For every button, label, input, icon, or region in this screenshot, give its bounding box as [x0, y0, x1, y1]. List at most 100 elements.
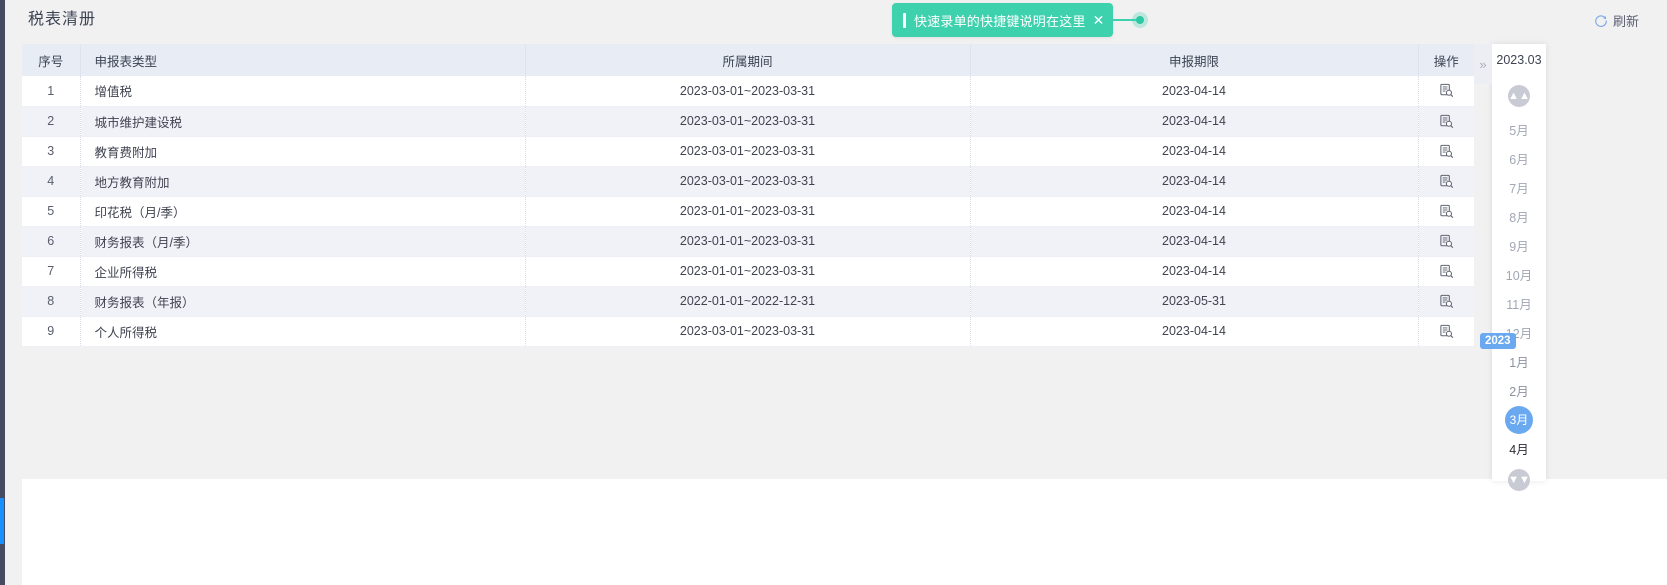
cell-deadline: 2023-05-31 [970, 286, 1419, 317]
document-search-icon[interactable] [1439, 294, 1454, 309]
cell-period: 2023-01-01~2023-03-31 [525, 256, 971, 287]
cell-index: 4 [22, 166, 81, 197]
page-title: 税表清册 [28, 11, 97, 28]
period-picker-current[interactable]: 2023.03 [1492, 44, 1546, 76]
month-option-7月[interactable]: 7月 [1492, 173, 1546, 202]
cell-index: 6 [22, 226, 81, 257]
callout-accent-bar [903, 12, 906, 28]
month-option-label: 9月 [1509, 240, 1529, 254]
chevron-down-icon[interactable]: ▼▼ [1508, 469, 1530, 491]
period-picker-month-list: ▲▲ 5月 6月 7月 8月 9月 10月 11月 12月 1月 2月 3月 4月 ▼▼ [1492, 76, 1546, 491]
table-row[interactable]: 2 城市维护建设税 2023-03-01~2023-03-31 2023-04-14 [22, 106, 1474, 137]
month-option-1月[interactable]: 1月 [1492, 347, 1546, 376]
cell-type: 个人所得税 [80, 316, 526, 347]
cell-action [1418, 76, 1474, 107]
column-header-period[interactable]: 所属期间 [525, 45, 971, 76]
month-option-label: 3月 [1505, 405, 1533, 434]
cell-type: 企业所得税 [80, 256, 526, 287]
month-option-label: 10月 [1505, 269, 1533, 283]
column-header-type[interactable]: 申报表类型 [80, 45, 526, 76]
column-header-deadline[interactable]: 申报期限 [970, 45, 1419, 76]
month-options: 5月 6月 7月 8月 9月 10月 11月 12月 1月 2月 3月 4月 [1492, 115, 1546, 463]
table-row[interactable]: 9 个人所得税 2023-03-01~2023-03-31 2023-04-14 [22, 316, 1474, 347]
cell-index: 9 [22, 316, 81, 347]
period-picker: 2023.03 ▲▲ 5月 6月 7月 8月 9月 10月 11月 12月 1月 2月 3月 4月 ▼… [1492, 44, 1546, 491]
cell-deadline: 2023-04-14 [970, 76, 1419, 107]
document-search-icon[interactable] [1439, 144, 1454, 159]
cell-action [1418, 106, 1474, 137]
cell-deadline: 2023-04-14 [970, 136, 1419, 167]
cell-type: 增值税 [80, 76, 526, 107]
cell-period: 2023-01-01~2023-03-31 [525, 226, 971, 257]
cell-deadline: 2023-04-14 [970, 226, 1419, 257]
month-option-label: 5月 [1509, 124, 1529, 138]
callout-text: 快速录单的快捷键说明在这里 [914, 13, 1086, 29]
cell-action [1418, 256, 1474, 287]
year-badge: 2023 [1480, 333, 1516, 349]
month-option-label: 6月 [1509, 153, 1529, 167]
cell-type: 城市维护建设税 [80, 106, 526, 137]
month-option-label: 8月 [1509, 211, 1529, 225]
cell-period: 2023-03-01~2023-03-31 [525, 106, 971, 137]
cell-action [1418, 196, 1474, 227]
month-option-4月[interactable]: 4月 [1492, 434, 1546, 463]
chevron-up-icon[interactable]: ▲▲ [1508, 85, 1530, 107]
document-search-icon[interactable] [1439, 204, 1454, 219]
month-option-2月[interactable]: 2月 [1492, 376, 1546, 405]
cell-period: 2023-03-01~2023-03-31 [525, 316, 971, 347]
month-option-5月[interactable]: 5月 [1492, 115, 1546, 144]
table-body: 1 增值税 2023-03-01~2023-03-31 2023-04-14 2 城市维护… [22, 76, 1474, 347]
month-option-8月[interactable]: 8月 [1492, 202, 1546, 231]
cell-period: 2023-01-01~2023-03-31 [525, 196, 971, 227]
document-search-icon[interactable] [1439, 264, 1454, 279]
refresh-button[interactable]: 刷新 [1594, 11, 1639, 30]
left-nav-rail [0, 0, 5, 585]
cell-action [1418, 136, 1474, 167]
table-row[interactable]: 3 教育费附加 2023-03-01~2023-03-31 2023-04-14 [22, 136, 1474, 167]
cell-period: 2023-03-01~2023-03-31 [525, 166, 971, 197]
table-row[interactable]: 5 印花税（月/季） 2023-01-01~2023-03-31 2023-04-14 [22, 196, 1474, 227]
document-search-icon[interactable] [1439, 83, 1454, 98]
cell-index: 2 [22, 106, 81, 137]
table-row[interactable]: 8 财务报表（年报） 2022-01-01~2022-12-31 2023-05-31 [22, 286, 1474, 317]
month-option-label: 1月 [1509, 356, 1529, 370]
cell-action [1418, 226, 1474, 257]
close-icon[interactable]: ✕ [1092, 12, 1105, 28]
table-row[interactable]: 1 增值税 2023-03-01~2023-03-31 2023-04-14 [22, 76, 1474, 107]
cell-period: 2023-03-01~2023-03-31 [525, 76, 971, 107]
cell-index: 1 [22, 76, 81, 107]
cell-action [1418, 316, 1474, 347]
cell-type: 财务报表（月/季） [80, 226, 526, 257]
month-option-3月[interactable]: 3月 [1492, 405, 1546, 434]
cell-period: 2022-01-01~2022-12-31 [525, 286, 971, 317]
callout-anchor-dot[interactable] [1136, 16, 1144, 24]
table-row[interactable]: 4 地方教育附加 2023-03-01~2023-03-31 2023-04-14 [22, 166, 1474, 197]
cell-action [1418, 166, 1474, 197]
cell-index: 5 [22, 196, 81, 227]
document-search-icon[interactable] [1439, 174, 1454, 189]
content-white-sheet [22, 479, 1667, 585]
cell-deadline: 2023-04-14 [970, 256, 1419, 287]
cell-deadline: 2023-04-14 [970, 106, 1419, 137]
cell-deadline: 2023-04-14 [970, 196, 1419, 227]
month-option-11月[interactable]: 11月 [1492, 289, 1546, 318]
month-option-6月[interactable]: 6月 [1492, 144, 1546, 173]
column-header-index[interactable]: 序号 [22, 45, 81, 76]
document-search-icon[interactable] [1439, 234, 1454, 249]
document-search-icon[interactable] [1439, 324, 1454, 339]
chevron-double-right-icon: » [1479, 56, 1487, 72]
table-row[interactable]: 6 财务报表（月/季） 2023-01-01~2023-03-31 2023-04-1… [22, 226, 1474, 257]
column-header-action[interactable]: 操作 [1418, 45, 1474, 76]
callout-connector-line [1106, 19, 1138, 21]
month-option-label: 2月 [1509, 385, 1529, 399]
month-option-9月[interactable]: 9月 [1492, 231, 1546, 260]
refresh-icon [1594, 14, 1608, 28]
shortcut-hint-callout[interactable]: 快速录单的快捷键说明在这里 ✕ [892, 3, 1114, 37]
table-row[interactable]: 7 企业所得税 2023-01-01~2023-03-31 2023-04-14 [22, 256, 1474, 287]
document-search-icon[interactable] [1439, 114, 1454, 129]
cell-type: 教育费附加 [80, 136, 526, 167]
month-option-10月[interactable]: 10月 [1492, 260, 1546, 289]
period-picker-collapse-button[interactable]: » [1474, 44, 1492, 84]
refresh-label: 刷新 [1612, 14, 1639, 29]
